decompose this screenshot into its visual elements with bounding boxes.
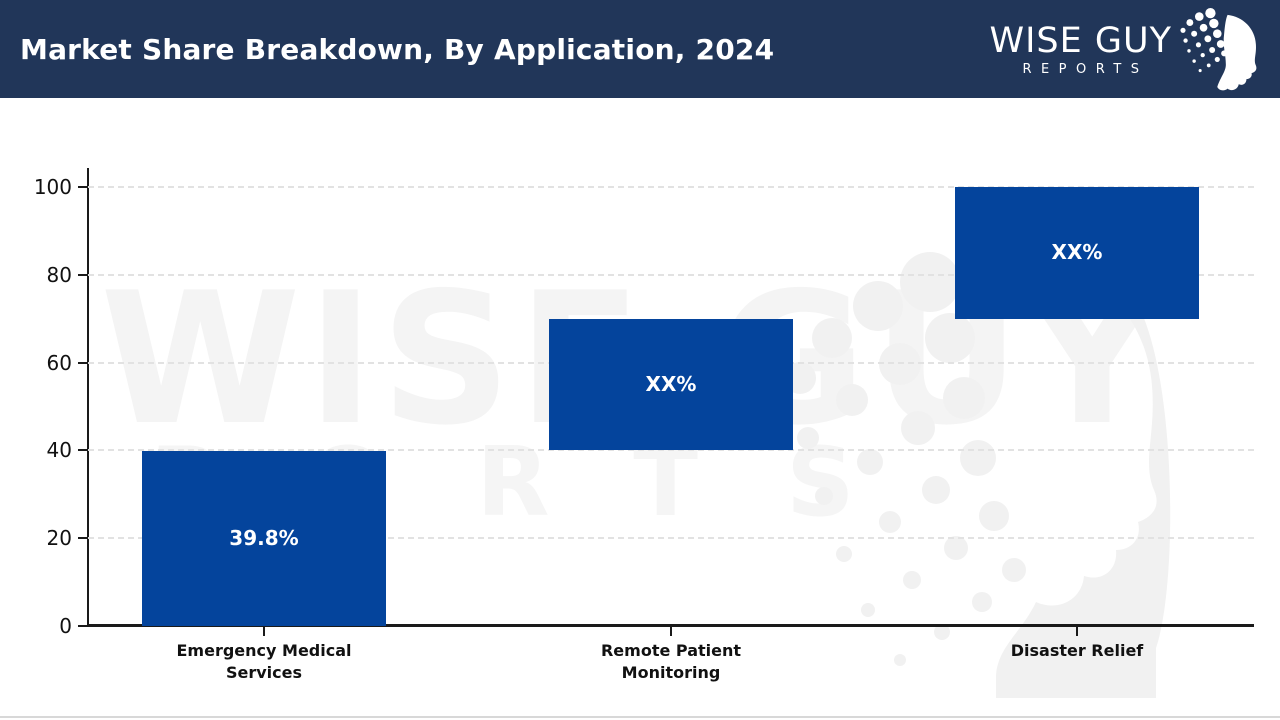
x-category-label: Emergency Medical Services	[176, 641, 352, 682]
wise-guy-logo: WISE GUY REPORTS	[989, 8, 1262, 92]
bar: 39.8%	[142, 451, 386, 626]
header: Market Share Breakdown, By Application, …	[0, 0, 1280, 98]
bottom-divider	[0, 716, 1280, 718]
y-tick-label: 80	[46, 262, 72, 287]
y-tick	[78, 361, 88, 364]
gridline	[88, 186, 1254, 188]
bar-value-label: XX%	[1051, 239, 1103, 264]
x-tick	[1076, 627, 1078, 636]
y-tick-label: 0	[59, 614, 72, 638]
y-tick	[78, 273, 88, 276]
logo-face-icon	[1180, 8, 1257, 91]
x-tick	[263, 627, 265, 636]
x-tick	[670, 627, 672, 636]
y-tick	[78, 186, 88, 188]
x-category-label: Disaster Relief	[1010, 641, 1144, 660]
logo-text: WISE GUY REPORTS	[989, 20, 1172, 77]
y-tick	[78, 449, 88, 452]
bar-value-label: XX%	[645, 371, 697, 396]
bar: XX%	[955, 187, 1199, 319]
x-axis-line	[87, 624, 1254, 627]
gridline	[88, 273, 1254, 276]
bar: XX%	[549, 318, 793, 451]
y-tick-label: 20	[46, 526, 72, 551]
y-tick-label: 100	[33, 175, 72, 199]
gridline	[88, 537, 1254, 540]
bar-value-label: 39.8%	[229, 525, 299, 550]
y-tick	[78, 537, 88, 540]
y-tick	[78, 625, 88, 627]
logo-subtitle: REPORTS	[1022, 61, 1149, 77]
x-category-label: Remote Patient Monitoring	[600, 641, 742, 682]
gridline	[88, 449, 1254, 452]
y-tick-label: 40	[46, 438, 72, 463]
logo-wordmark: WISE GUY	[989, 20, 1172, 61]
y-axis-line	[87, 168, 89, 627]
y-tick-label: 60	[46, 350, 72, 375]
page-title: Market Share Breakdown, By Application, …	[20, 32, 775, 66]
